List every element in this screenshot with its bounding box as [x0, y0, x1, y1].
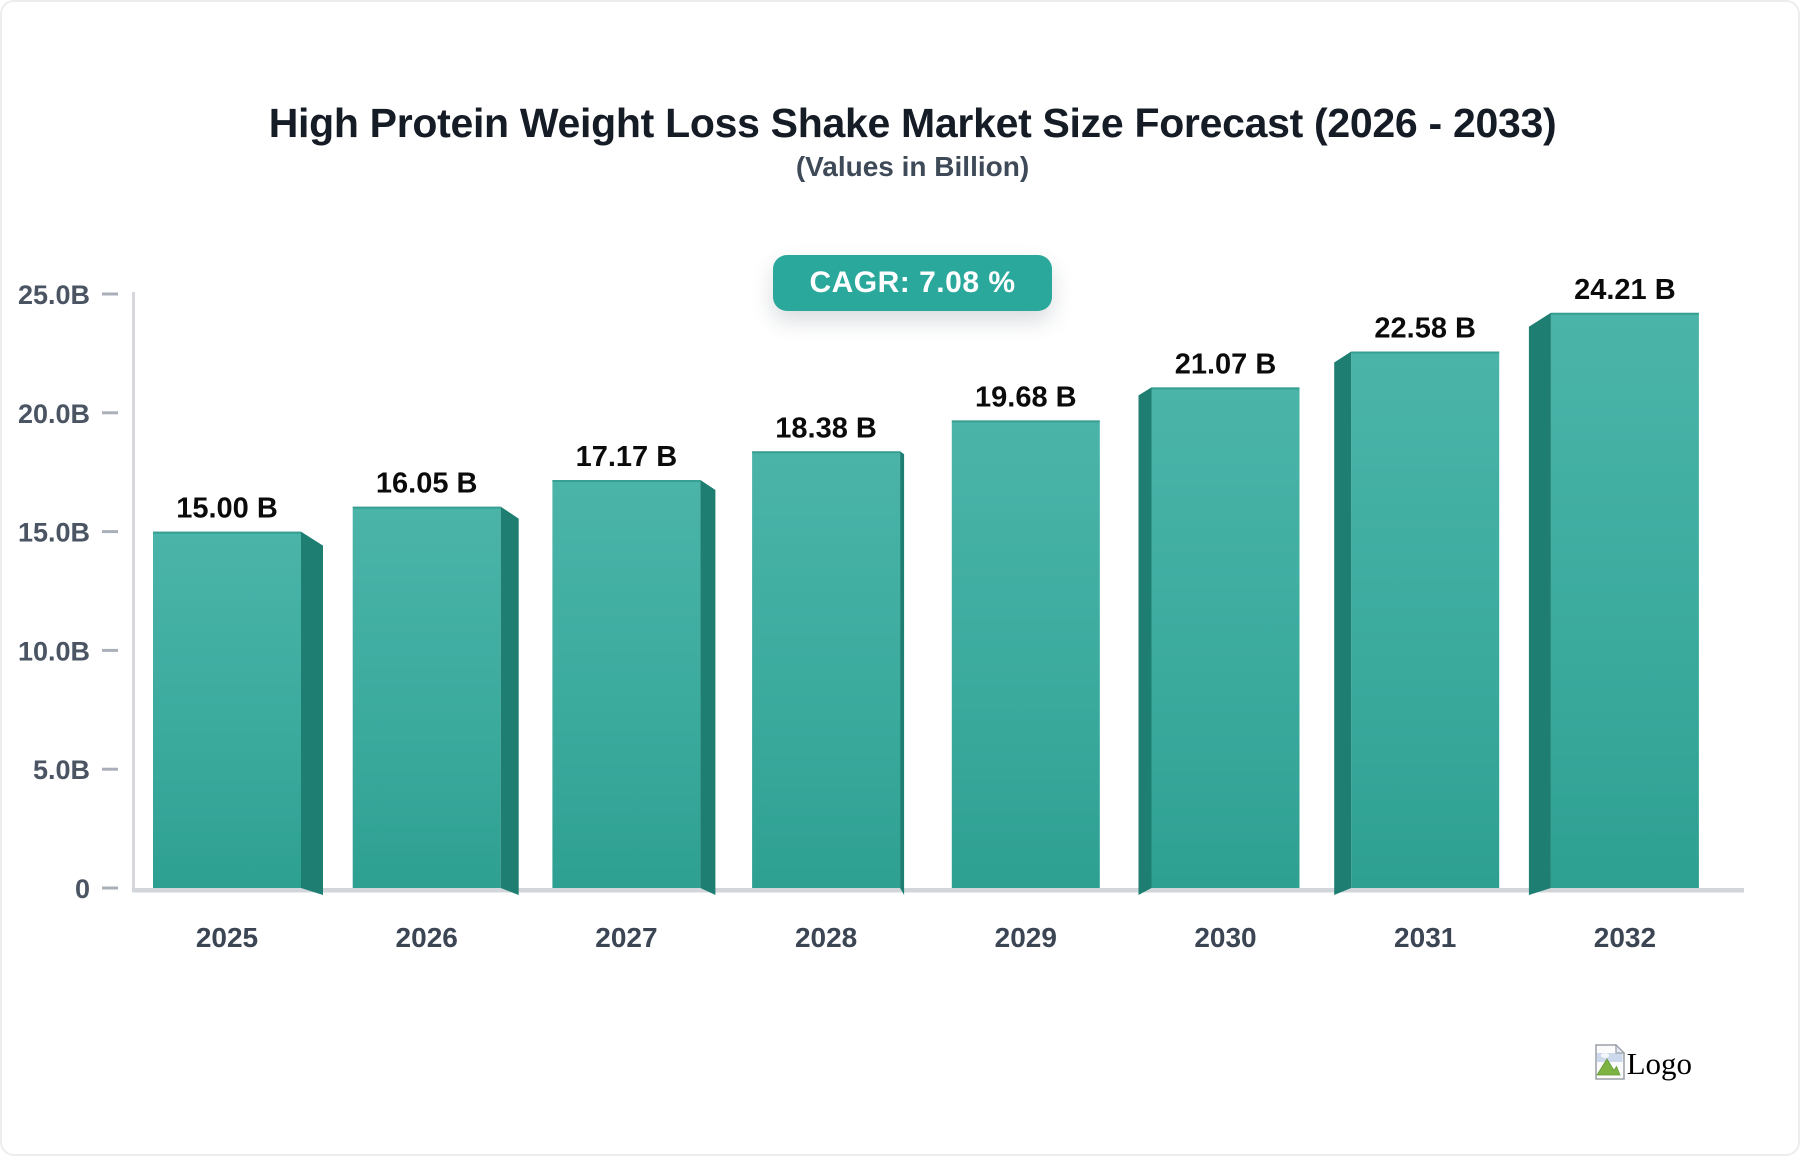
y-axis-tick-label: 20.0B [18, 399, 90, 429]
bar-value-label-2027: 17.17 B [576, 441, 678, 473]
chart-header: High Protein Weight Loss Shake Market Si… [27, 2, 1798, 183]
logo-text: Logo [1626, 1046, 1692, 1081]
bar-side-2025 [301, 531, 323, 895]
x-axis-label-2028: 2028 [795, 922, 857, 953]
bar-value-label-2032: 24.21 B [1574, 274, 1676, 306]
bar-front-2025 [153, 531, 301, 888]
x-axis-label-2030: 2030 [1194, 922, 1256, 953]
bar-side-2026 [500, 506, 519, 895]
bar-side-2027 [700, 480, 716, 895]
page-title: High Protein Weight Loss Shake Market Si… [268, 100, 1557, 146]
y-axis-tick-label: 0 [75, 874, 90, 904]
bar-front-2028 [752, 451, 901, 888]
bar-value-label-2029: 19.68 B [975, 381, 1077, 413]
bar-value-label-2030: 21.07 B [1175, 348, 1277, 380]
bar-side-2032 [1528, 312, 1551, 895]
bar-labels: 15.00 B 2025 16.05 B 2026 17.17 B 2027 18.38 B… [176, 274, 1675, 953]
bar-front-2031 [1351, 351, 1500, 888]
x-axis-label-2031: 2031 [1394, 922, 1456, 953]
y-axis-tick-label: 25.0B [18, 280, 90, 310]
bar-value-label-2028: 18.38 B [775, 412, 877, 444]
y-axis-tick-label: 15.0B [18, 518, 90, 548]
y-axis: 25.0B 20.0B 15.0B 10.0B 5.0B 0 [18, 280, 118, 904]
broken-image-icon [1594, 1044, 1626, 1080]
bar-side-2030 [1138, 387, 1152, 895]
bar-value-label-2025: 15.00 B [176, 493, 278, 525]
x-axis-label-2032: 2032 [1594, 922, 1656, 953]
bar-side-2028 [900, 451, 905, 895]
bar-front-2027 [552, 480, 701, 888]
bar-value-label-2026: 16.05 B [376, 468, 478, 500]
y-axis-tick-label: 5.0B [33, 755, 90, 785]
bar-sides [301, 312, 1551, 895]
logo: Logo [1593, 1044, 1692, 1080]
x-axis-label-2029: 2029 [995, 922, 1057, 953]
bar-side-2031 [1334, 351, 1352, 895]
bar-front-2029 [951, 420, 1100, 888]
bar-value-label-2031: 22.58 B [1374, 312, 1476, 344]
bar-fronts [153, 312, 1699, 888]
y-axis-tick-label: 10.0B [18, 636, 90, 666]
x-axis-label-2027: 2027 [595, 922, 657, 953]
bar-front-2030 [1151, 387, 1300, 888]
x-axis-label-2026: 2026 [396, 922, 458, 953]
x-axis-label-2025: 2025 [196, 922, 258, 953]
x-axis-line [132, 888, 1744, 893]
bar-front-2032 [1550, 312, 1699, 888]
page-subtitle: (Values in Billion) [795, 151, 1030, 182]
bar-front-2026 [352, 506, 501, 888]
